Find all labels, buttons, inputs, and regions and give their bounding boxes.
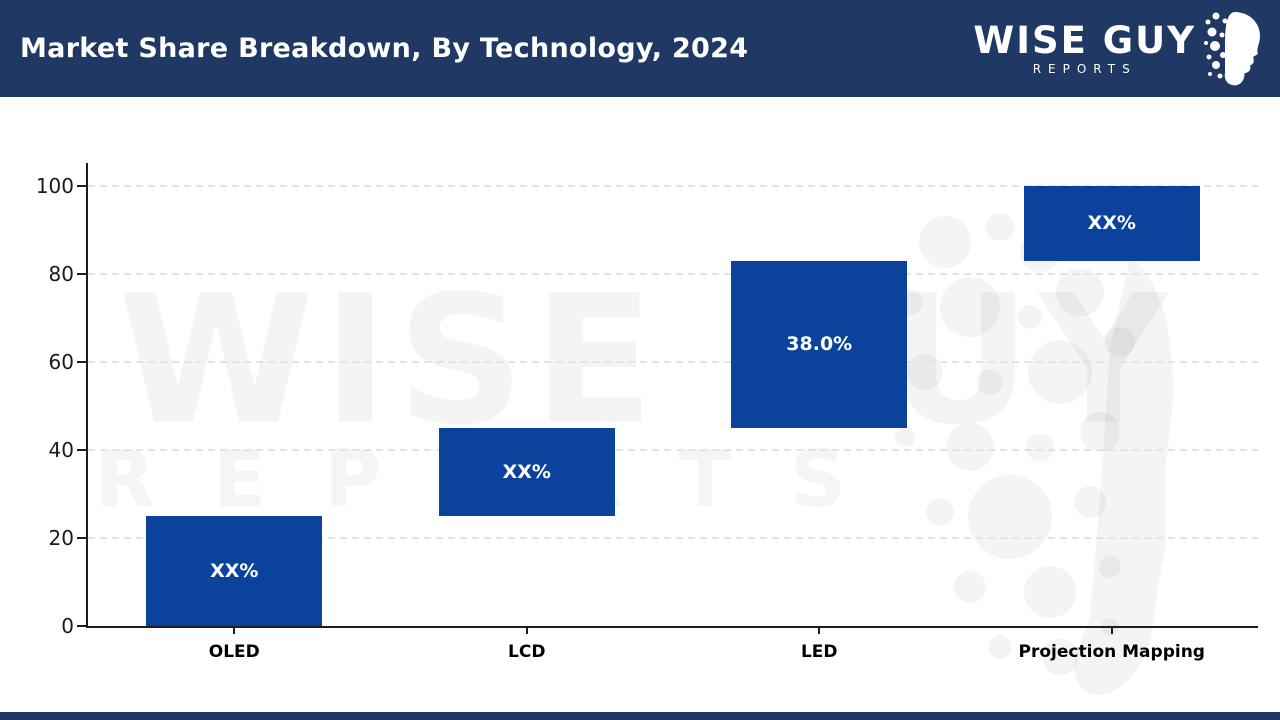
footer-bar	[0, 712, 1280, 720]
y-tick-label-100: 100	[35, 174, 74, 198]
y-tick-40	[77, 449, 86, 451]
x-tick-label-LED: LED	[800, 642, 838, 662]
y-tick-label-0: 0	[61, 614, 74, 638]
bar-LED: 38.0%	[731, 260, 908, 428]
bar-OLED: XX%	[146, 516, 323, 626]
bar-Projection Mapping: XX%	[1023, 186, 1200, 261]
x-tick-Projection Mapping	[1110, 628, 1113, 634]
header-bar: Market Share Breakdown, By Technology, 2…	[0, 0, 1280, 97]
y-tick-label-20: 20	[48, 526, 74, 550]
y-axis-spine	[86, 163, 88, 628]
y-tick-20	[77, 537, 86, 539]
page-title: Market Share Breakdown, By Technology, 2…	[20, 33, 749, 64]
face-profile-dots-icon	[1204, 12, 1260, 86]
x-tick-LCD	[525, 628, 528, 634]
x-tick-label-LCD: LCD	[508, 642, 546, 662]
bar-LCD: XX%	[438, 428, 615, 516]
waterfall-chart: 0 20 40 60 80 100 XX% OLED XX% LCD 38.0% LED XX% Proj…	[0, 97, 1280, 712]
wise-guy-reports-logo: WISE GUY REPORTS	[973, 6, 1266, 92]
bar-label-OLED: XX%	[210, 560, 259, 582]
x-axis-spine	[86, 626, 1258, 628]
x-tick-LED	[818, 628, 821, 634]
bar-label-LCD: XX%	[502, 461, 551, 483]
y-tick-label-80: 80	[48, 262, 74, 286]
y-tick-label-40: 40	[48, 438, 74, 462]
bar-label-LED: 38.0%	[786, 333, 853, 356]
y-tick-60	[77, 361, 86, 363]
gridline-80	[88, 273, 1258, 275]
gridline-40	[88, 449, 1258, 451]
x-tick-label-OLED: OLED	[208, 642, 260, 662]
y-tick-100	[77, 185, 86, 187]
x-tick-label-Projection Mapping: Projection Mapping	[1018, 642, 1205, 662]
y-tick-0	[77, 625, 86, 627]
logo-reports-text: REPORTS	[1032, 61, 1137, 76]
bar-label-Projection Mapping: XX%	[1087, 212, 1136, 235]
logo-text: WISE GUY REPORTS	[973, 19, 1196, 76]
y-tick-label-60: 60	[48, 350, 74, 374]
gridline-20	[88, 537, 1258, 539]
watermark-head-dots-icon	[895, 213, 1173, 696]
logo-wiseguy-text: WISE GUY	[973, 19, 1196, 63]
gridline-100	[88, 185, 1258, 187]
y-tick-80	[77, 273, 86, 275]
gridline-60	[88, 361, 1258, 363]
watermark-wiseguy-text: WISE GUY	[118, 257, 1176, 464]
x-tick-OLED	[233, 628, 236, 634]
